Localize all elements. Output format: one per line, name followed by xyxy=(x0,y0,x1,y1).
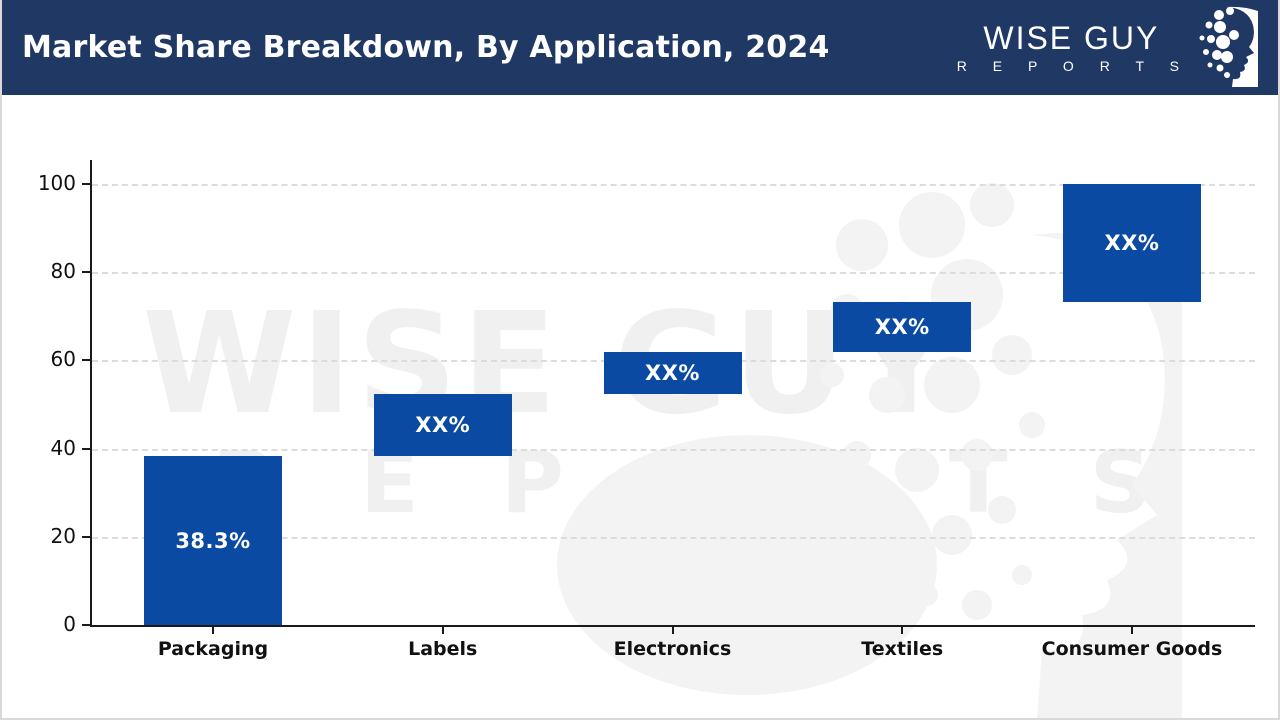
bar-value-label: XX% xyxy=(1104,230,1160,255)
x-category-label-3: Textiles xyxy=(861,638,944,660)
y-tick-mark-80 xyxy=(82,271,90,274)
x-tick-mark-3 xyxy=(901,627,904,634)
y-tick-mark-40 xyxy=(82,447,90,450)
y-tick-label-100: 100 xyxy=(37,171,76,195)
bar-value-label: 38.3% xyxy=(175,528,251,553)
y-tick-label-40: 40 xyxy=(50,435,76,460)
logo-brand-name: WISE GUY xyxy=(983,20,1160,56)
x-tick-mark-1 xyxy=(441,627,444,634)
wiseguy-face-icon xyxy=(1196,5,1258,91)
chart-title: Market Share Breakdown, By Application, … xyxy=(22,30,830,65)
x-tick-mark-2 xyxy=(671,627,674,634)
x-axis-line xyxy=(90,625,1255,627)
x-category-label-1: Labels xyxy=(408,638,478,660)
x-category-label-0: Packaging xyxy=(157,638,269,660)
gridline-40 xyxy=(92,448,1255,451)
logo-brand-subtitle: R E P O R T S xyxy=(956,58,1190,74)
wiseguy-logo: WISE GUY R E P O R T S xyxy=(953,5,1258,91)
gridline-80 xyxy=(92,272,1255,275)
y-tick-mark-60 xyxy=(82,359,90,362)
bar-value-label: XX% xyxy=(874,314,930,339)
y-tick-label-0: 0 xyxy=(63,612,76,636)
header-bar: Market Share Breakdown, By Application, … xyxy=(2,0,1278,95)
y-tick-mark-20 xyxy=(82,535,90,538)
waterfall-bar-electronics: XX% xyxy=(603,351,742,394)
y-tick-label-20: 20 xyxy=(50,523,76,548)
bar-value-label: XX% xyxy=(415,412,471,437)
waterfall-bar-labels: XX% xyxy=(373,393,512,457)
bar-value-label: XX% xyxy=(645,360,700,385)
waterfall-bar-packaging: 38.3% xyxy=(144,456,282,625)
y-tick-label-60: 60 xyxy=(50,347,76,372)
waterfall-bar-consumer-goods: XX% xyxy=(1063,184,1201,302)
y-tick-mark-0 xyxy=(82,624,90,626)
gridline-20 xyxy=(92,536,1255,539)
x-category-label-2: Electronics xyxy=(613,638,732,660)
wiseguy-logo-text: WISE GUY R E P O R T S xyxy=(953,22,1190,73)
waterfall-bar-textiles: XX% xyxy=(833,301,972,352)
x-category-label-4: Consumer Goods xyxy=(1041,638,1223,660)
gridline-100 xyxy=(92,184,1255,186)
y-tick-label-80: 80 xyxy=(50,259,76,284)
watermark-text: WISE GUY xyxy=(142,283,956,446)
x-tick-mark-4 xyxy=(1131,627,1133,634)
y-tick-mark-100 xyxy=(82,183,90,185)
y-axis-line xyxy=(90,160,92,627)
x-tick-mark-0 xyxy=(212,627,214,634)
